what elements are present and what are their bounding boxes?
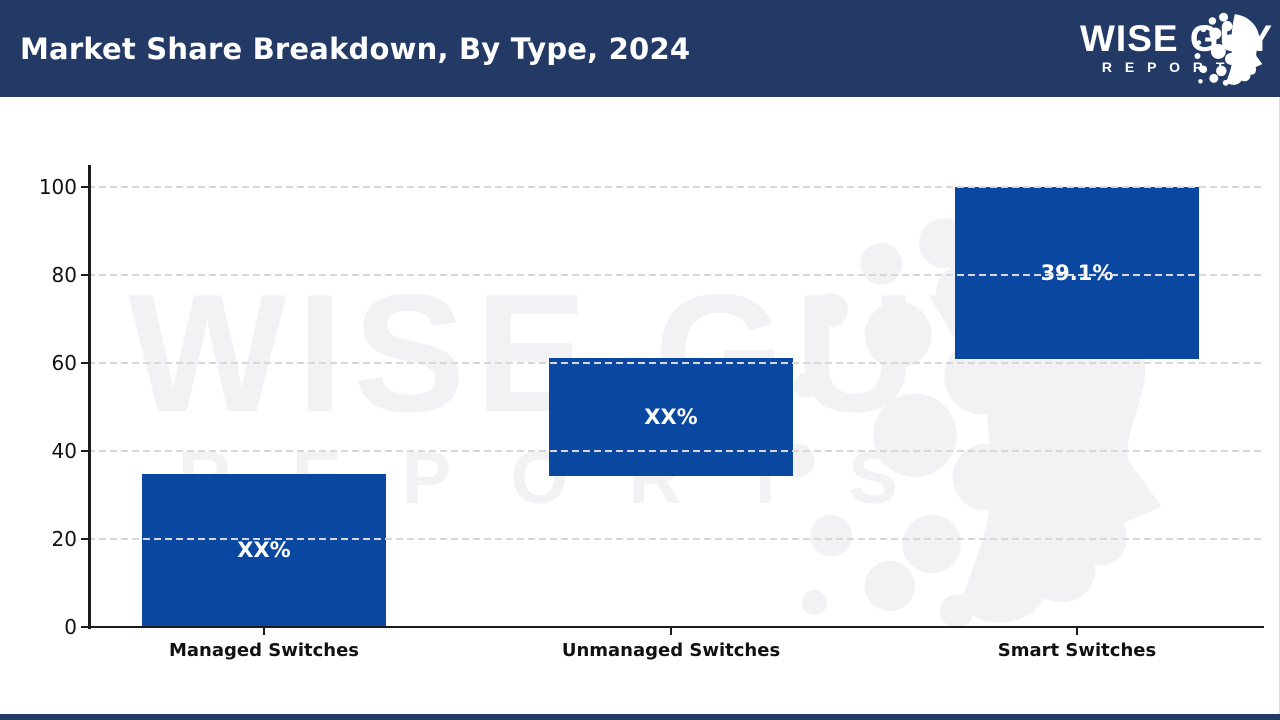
y-tick-80 — [81, 273, 88, 276]
y-tick-label-40: 40 — [51, 438, 77, 463]
x-tick-1 — [670, 628, 672, 635]
header-band: Market Share Breakdown, By Type, 2024 WI… — [0, 0, 1280, 97]
gridline-40 — [88, 449, 1264, 452]
y-tick-20 — [81, 537, 88, 540]
wise-guy-reports-logo: WISE GUY R E P O R T S — [1022, 6, 1272, 92]
x-axis-line — [88, 625, 1264, 628]
head-profile-icon — [1194, 12, 1263, 86]
y-axis-line — [88, 164, 91, 629]
gridline-100 — [88, 185, 1264, 188]
logo-subtitle: R E P O R T S — [1101, 59, 1252, 75]
bar-value-label: XX% — [644, 404, 698, 429]
chart-title: Market Share Breakdown, By Type, 2024 — [20, 31, 691, 66]
category-label-1: Unmanaged Switches — [561, 640, 781, 661]
y-tick-0 — [81, 625, 88, 628]
x-tick-0 — [263, 628, 265, 635]
x-tick-2 — [1076, 628, 1078, 635]
gridline-60 — [88, 361, 1264, 364]
gridline-20 — [88, 537, 1264, 540]
y-tick-label-80: 80 — [51, 262, 77, 287]
category-label-0: Managed Switches — [168, 640, 360, 661]
y-tick-label-0: 0 — [64, 614, 77, 639]
y-tick-40 — [81, 449, 88, 452]
category-label-2: Smart Switches — [997, 640, 1157, 661]
y-tick-60 — [81, 361, 88, 364]
y-tick-label-20: 20 — [51, 526, 77, 551]
footer-bar — [0, 714, 1280, 720]
y-tick-label-100: 100 — [38, 174, 77, 199]
bar-0: XX% — [142, 473, 386, 627]
gridline-80 — [88, 273, 1264, 276]
bar-1: XX% — [549, 358, 793, 476]
y-tick-100 — [81, 185, 88, 188]
y-tick-label-60: 60 — [51, 350, 77, 375]
bar-value-label: XX% — [237, 538, 291, 563]
